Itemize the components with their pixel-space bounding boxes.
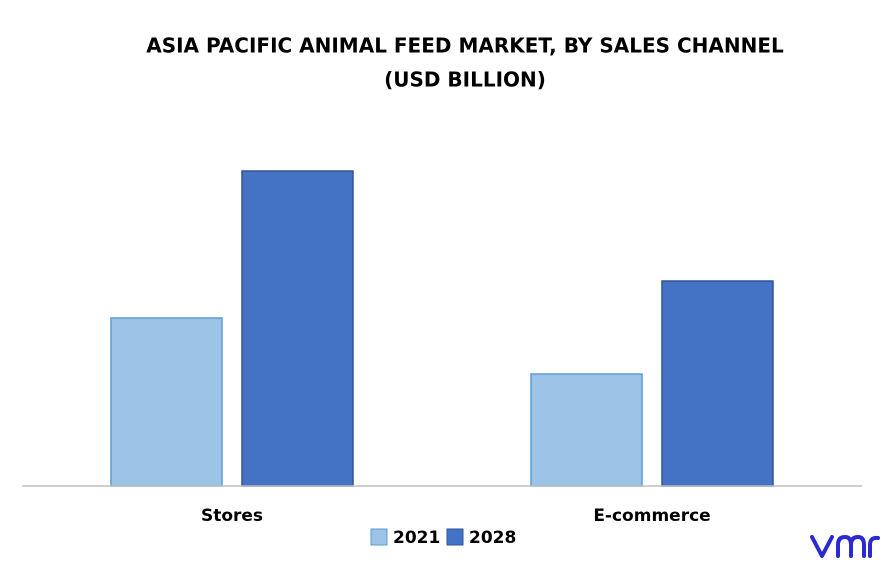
legend-swatch [370,528,388,546]
x-tick-label: E-commerce [593,506,710,526]
legend-label: 2028 [469,528,516,548]
bar [530,373,643,487]
chart-title: (USD BILLION) [384,68,546,92]
bar [110,317,223,487]
logo-v [810,535,834,558]
logo [810,535,880,558]
x-tick-label: Stores [201,506,263,526]
logo-m [836,535,866,558]
chart-title: ASIA PACIFIC ANIMAL FEED MARKET, BY SALE… [146,34,784,58]
legend-swatch [446,528,464,546]
bar [661,280,774,487]
logo-r [868,535,880,558]
bar [241,170,354,487]
legend-label: 2021 [393,528,440,548]
